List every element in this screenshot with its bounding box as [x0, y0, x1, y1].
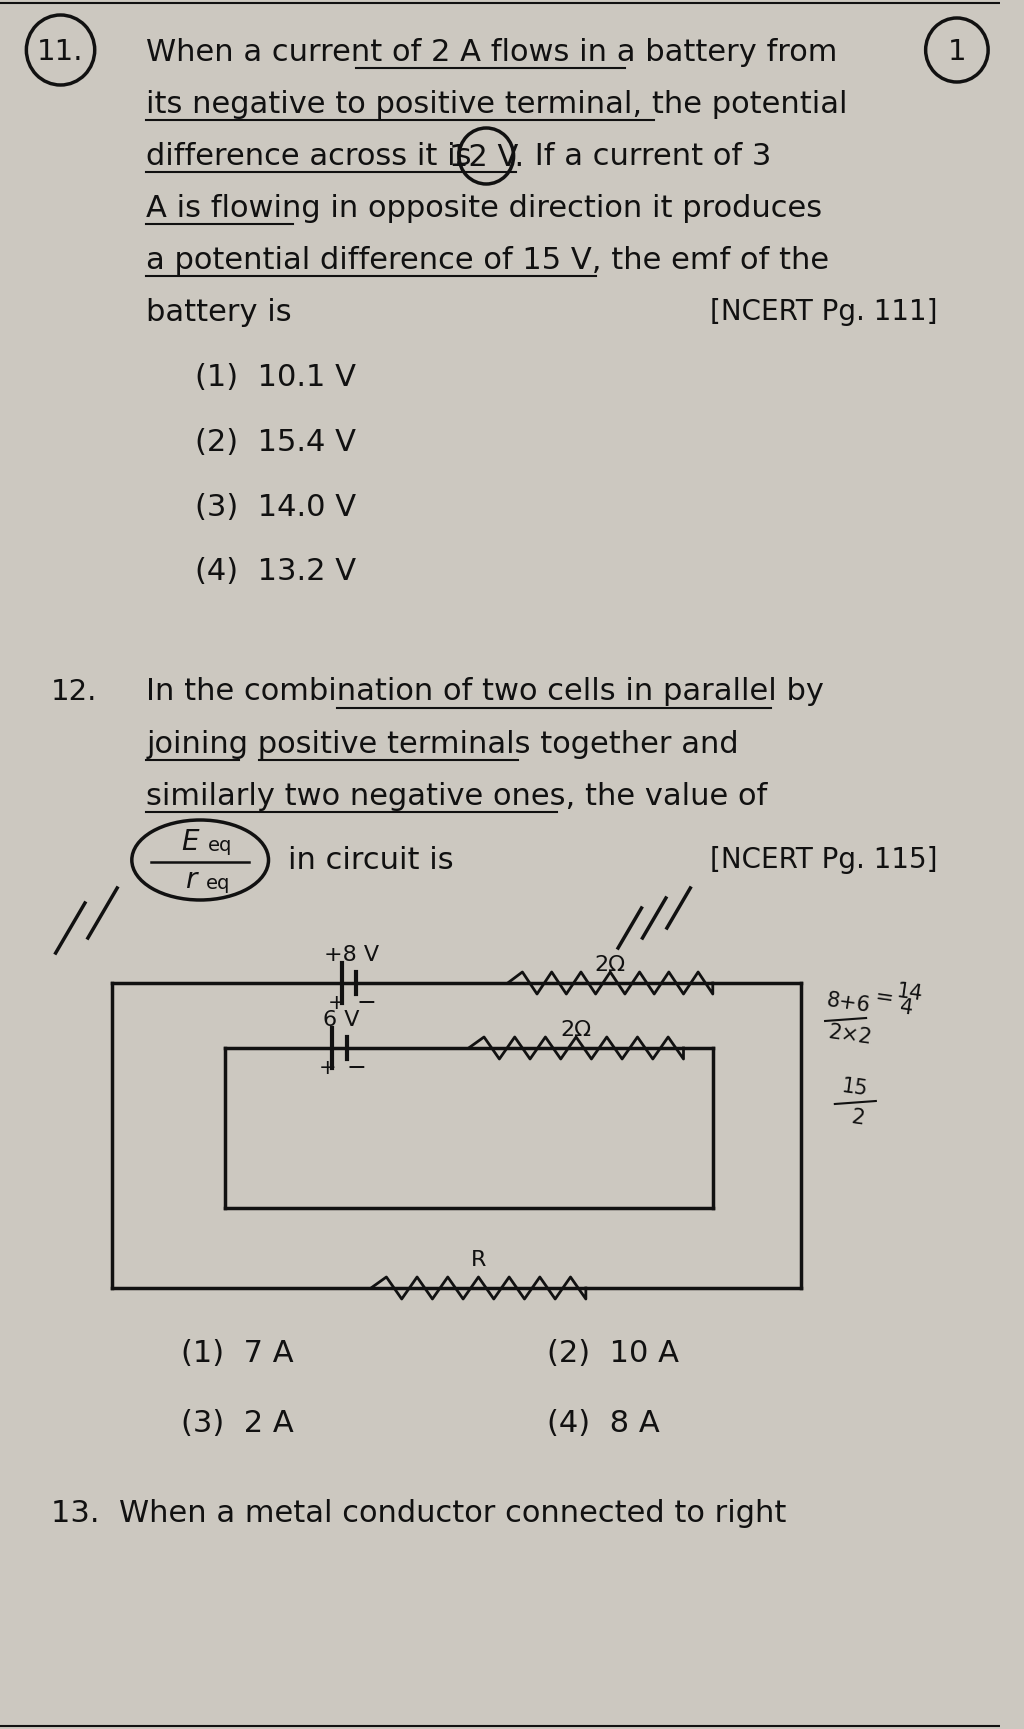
Text: a potential difference of 15 V, the emf of the: a potential difference of 15 V, the emf …	[146, 246, 829, 275]
Text: (2)  15.4 V: (2) 15.4 V	[196, 427, 356, 456]
Text: 1: 1	[947, 38, 967, 66]
Text: (4)  8 A: (4) 8 A	[547, 1409, 659, 1437]
Text: A is flowing in opposite direction it produces: A is flowing in opposite direction it pr…	[146, 194, 822, 223]
Text: If a current of 3: If a current of 3	[525, 142, 772, 171]
Text: −: −	[356, 991, 376, 1015]
Text: [NCERT Pg. 115]: [NCERT Pg. 115]	[710, 845, 937, 873]
Text: R: R	[471, 1250, 486, 1271]
Text: 12 V.: 12 V.	[449, 142, 524, 171]
Text: 8+6: 8+6	[825, 991, 871, 1017]
Text: eq: eq	[206, 873, 230, 892]
Text: (4)  13.2 V: (4) 13.2 V	[196, 557, 356, 586]
Text: 13.  When a metal conductor connected to right: 13. When a metal conductor connected to …	[51, 1499, 786, 1527]
Text: 2Ω: 2Ω	[595, 954, 626, 975]
Text: 15: 15	[840, 1075, 868, 1100]
Text: 2: 2	[850, 1107, 865, 1129]
Text: (2)  10 A: (2) 10 A	[547, 1338, 679, 1368]
Text: +8 V: +8 V	[324, 946, 379, 965]
Text: E: E	[181, 828, 199, 856]
Text: =: =	[873, 987, 895, 1010]
Text: −: −	[346, 1056, 367, 1081]
Text: In the combination of two cells in parallel by: In the combination of two cells in paral…	[146, 678, 824, 707]
Text: 14: 14	[895, 982, 925, 1005]
Text: battery is: battery is	[146, 297, 292, 327]
Text: its negative to positive terminal, the potential: its negative to positive terminal, the p…	[146, 90, 848, 119]
Text: (3)  2 A: (3) 2 A	[180, 1409, 294, 1437]
Text: eq: eq	[208, 835, 232, 854]
Text: joining positive terminals together and: joining positive terminals together and	[146, 730, 739, 759]
Text: similarly two negative ones, the value of: similarly two negative ones, the value o…	[146, 782, 768, 811]
Text: 4: 4	[898, 998, 914, 1018]
Text: +: +	[318, 1058, 336, 1077]
Text: (1)  10.1 V: (1) 10.1 V	[196, 363, 356, 391]
Text: r: r	[184, 866, 196, 894]
Text: [NCERT Pg. 111]: [NCERT Pg. 111]	[710, 297, 937, 327]
Text: 2Ω: 2Ω	[560, 1020, 592, 1041]
Text: +: +	[328, 992, 346, 1013]
Text: 11.: 11.	[37, 38, 84, 66]
Text: 2×2: 2×2	[827, 1022, 873, 1048]
Text: (1)  7 A: (1) 7 A	[180, 1338, 293, 1368]
Text: difference across it is: difference across it is	[146, 142, 481, 171]
Text: in circuit is: in circuit is	[288, 845, 454, 875]
Text: 12.: 12.	[51, 678, 97, 705]
Text: 6 V: 6 V	[324, 1010, 360, 1030]
Text: When a current of 2 A flows in a battery from: When a current of 2 A flows in a battery…	[146, 38, 838, 66]
Text: (3)  14.0 V: (3) 14.0 V	[196, 493, 356, 522]
